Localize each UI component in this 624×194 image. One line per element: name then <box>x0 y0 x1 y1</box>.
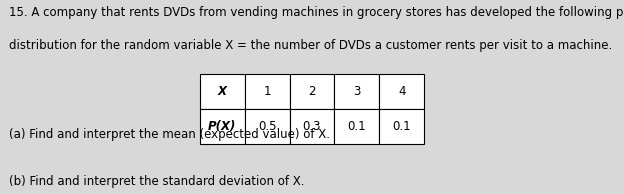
Bar <box>379 74 424 109</box>
Bar <box>290 109 334 144</box>
Bar <box>334 74 379 109</box>
Bar <box>379 109 424 144</box>
Text: 1: 1 <box>263 85 271 98</box>
Text: 15. A company that rents DVDs from vending machines in grocery stores has develo: 15. A company that rents DVDs from vendi… <box>9 6 624 19</box>
Text: (b) Find and interpret the standard deviation of X.: (b) Find and interpret the standard devi… <box>9 175 305 188</box>
Text: 3: 3 <box>353 85 361 98</box>
Text: 0.1: 0.1 <box>392 120 411 133</box>
Bar <box>334 109 379 144</box>
Bar <box>200 74 245 109</box>
Text: P(X): P(X) <box>208 120 236 133</box>
Text: 4: 4 <box>398 85 406 98</box>
Bar <box>245 74 290 109</box>
Text: distribution for the random variable X = the number of DVDs a customer rents per: distribution for the random variable X =… <box>9 39 613 52</box>
Bar <box>290 74 334 109</box>
Bar <box>200 109 245 144</box>
Text: 2: 2 <box>308 85 316 98</box>
Text: 0.1: 0.1 <box>348 120 366 133</box>
Text: 0.5: 0.5 <box>258 120 276 133</box>
Text: 0.3: 0.3 <box>303 120 321 133</box>
Text: (a) Find and interpret the mean (expected value) of X.: (a) Find and interpret the mean (expecte… <box>9 128 330 141</box>
Text: X: X <box>218 85 227 98</box>
Bar <box>245 109 290 144</box>
